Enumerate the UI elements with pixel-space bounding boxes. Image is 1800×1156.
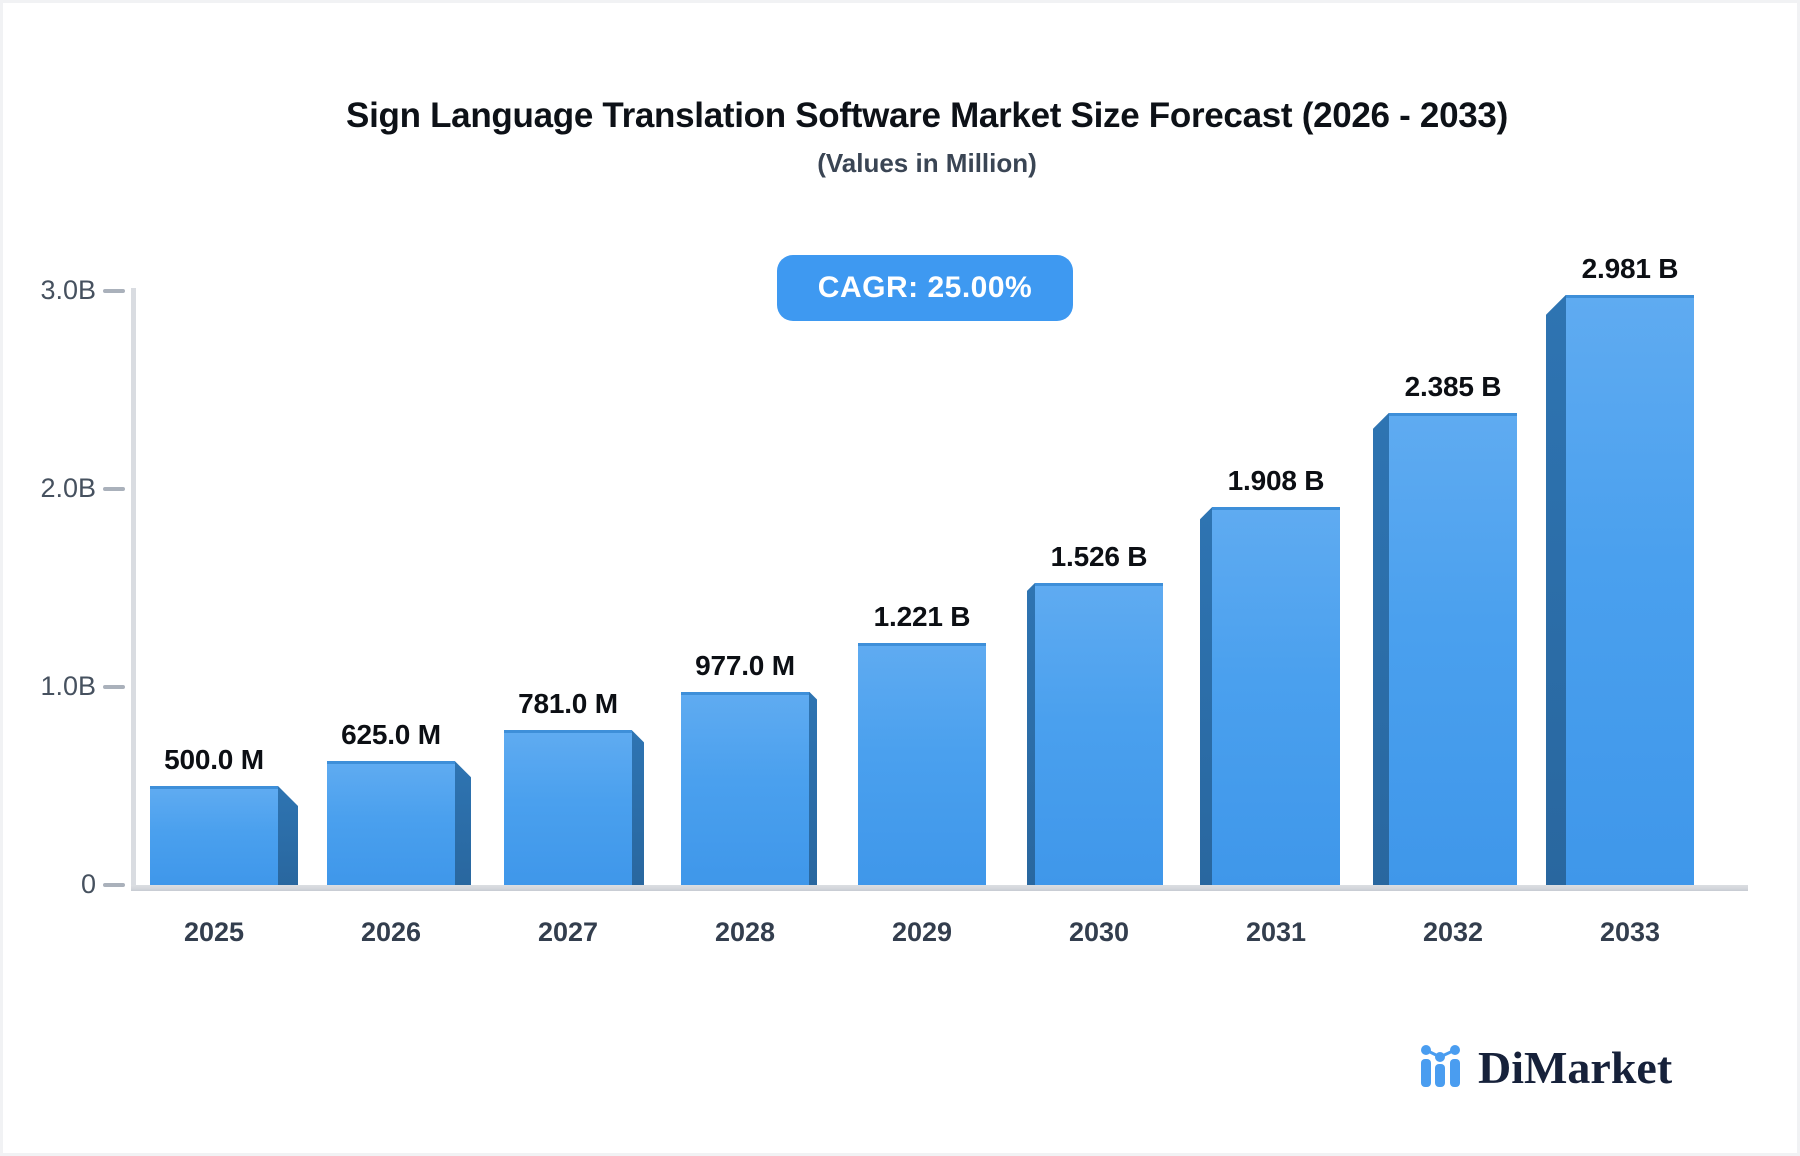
bar-3d-side (278, 786, 298, 885)
bar (1212, 507, 1340, 885)
bar-chart-with-trend-dots-icon (1421, 1045, 1460, 1087)
y-axis-tick-label: 2.0B (40, 473, 96, 503)
bar (681, 691, 809, 885)
bar (1566, 294, 1694, 885)
bar-value-label: 500.0 M (164, 744, 264, 775)
y-axis-tick-mark (103, 289, 125, 293)
bar (504, 730, 632, 885)
x-axis-label: 2032 (1422, 917, 1484, 947)
chart-subtitle: (Values in Million) (817, 148, 1037, 178)
cagr-badge: CAGR: 25.00% (777, 255, 1073, 321)
x-axis-label: 2028 (714, 917, 776, 947)
y-axis-tick-mark (103, 487, 125, 491)
y-axis-tick-mark (103, 685, 125, 689)
bar-value-label: 977.0 M (695, 649, 795, 681)
bar-value-label: 2.981 B (1581, 252, 1679, 284)
brand-name: DiMarket (1478, 1042, 1673, 1093)
bar-3d-side (455, 761, 471, 885)
bar (1035, 582, 1163, 885)
brand-logo: DiMarket (1418, 1040, 1672, 1096)
bar-value-label: 1.526 B (1050, 540, 1148, 572)
bar-3d-side (1200, 507, 1212, 885)
bar-value-label: 2.385 B (1404, 370, 1502, 402)
bar-3d-side (1027, 582, 1035, 885)
chart-title: Sign Language Translation Software Marke… (346, 96, 1508, 135)
x-axis-baseline (131, 885, 1748, 891)
bar-value-label: 1.908 B (1227, 465, 1325, 497)
bar-3d-side (1546, 294, 1566, 885)
bar-3d-side (809, 691, 817, 885)
bar-3d-side (1373, 412, 1389, 885)
bar (1389, 412, 1517, 885)
bar (150, 786, 278, 885)
x-axis-label: 2026 (360, 917, 422, 947)
x-axis-label: 2027 (537, 917, 599, 947)
x-axis-label: 2033 (1599, 917, 1661, 947)
x-axis-label: 2029 (891, 917, 953, 947)
y-axis-tick-label: 0 (80, 869, 96, 899)
x-axis-label: 2030 (1068, 917, 1130, 947)
y-axis-tick-mark (103, 883, 125, 887)
y-axis-tick-label: 3.0B (40, 275, 96, 305)
x-axis-label: 2031 (1245, 917, 1307, 947)
y-axis-tick-label: 1.0B (40, 671, 96, 701)
bar-3d-side (632, 730, 644, 885)
x-axis-label: 2025 (183, 917, 245, 947)
bar-value-label: 1.221 B (873, 601, 971, 633)
y-axis-line (131, 288, 136, 885)
bar (858, 643, 986, 885)
bar-value-label: 625.0 M (341, 719, 441, 751)
bar (327, 761, 455, 885)
bar-value-label: 781.0 M (518, 688, 618, 720)
